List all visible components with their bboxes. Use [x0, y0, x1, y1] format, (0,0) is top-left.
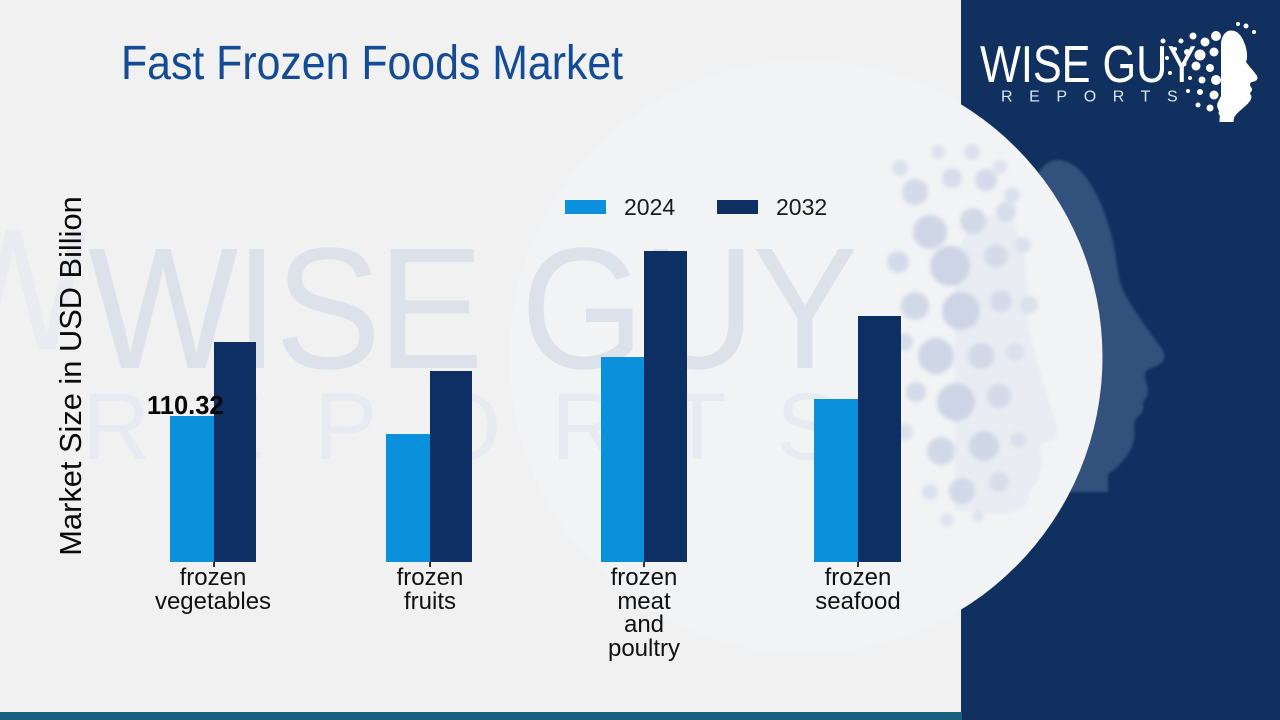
- svg-text:WISE GUY: WISE GUY: [980, 37, 1196, 94]
- svg-text:REPORTS: REPORTS: [1001, 89, 1194, 106]
